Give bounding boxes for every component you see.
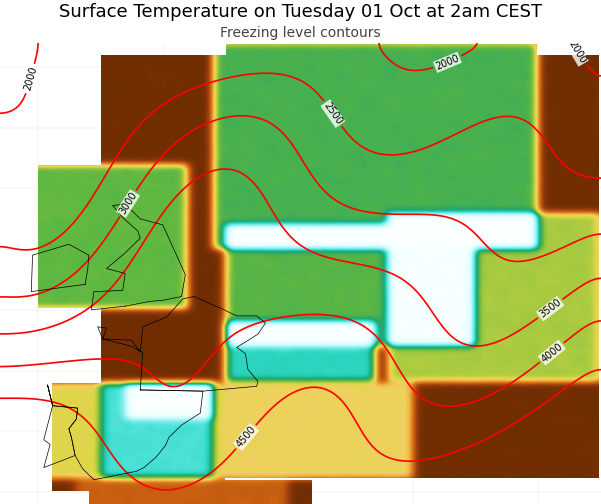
Text: 3500: 3500 [537,297,563,320]
Text: 2000: 2000 [434,53,460,72]
Text: 3000: 3000 [117,191,139,217]
Text: Freezing level contours: Freezing level contours [220,26,381,40]
Text: 4500: 4500 [234,424,258,450]
Text: Surface Temperature on Tuesday 01 Oct at 2am CEST: Surface Temperature on Tuesday 01 Oct at… [59,3,542,21]
Text: 2000: 2000 [22,66,38,92]
Text: 4000: 4000 [539,341,564,364]
Text: 2000: 2000 [566,39,587,66]
Text: 2500: 2500 [322,100,344,127]
